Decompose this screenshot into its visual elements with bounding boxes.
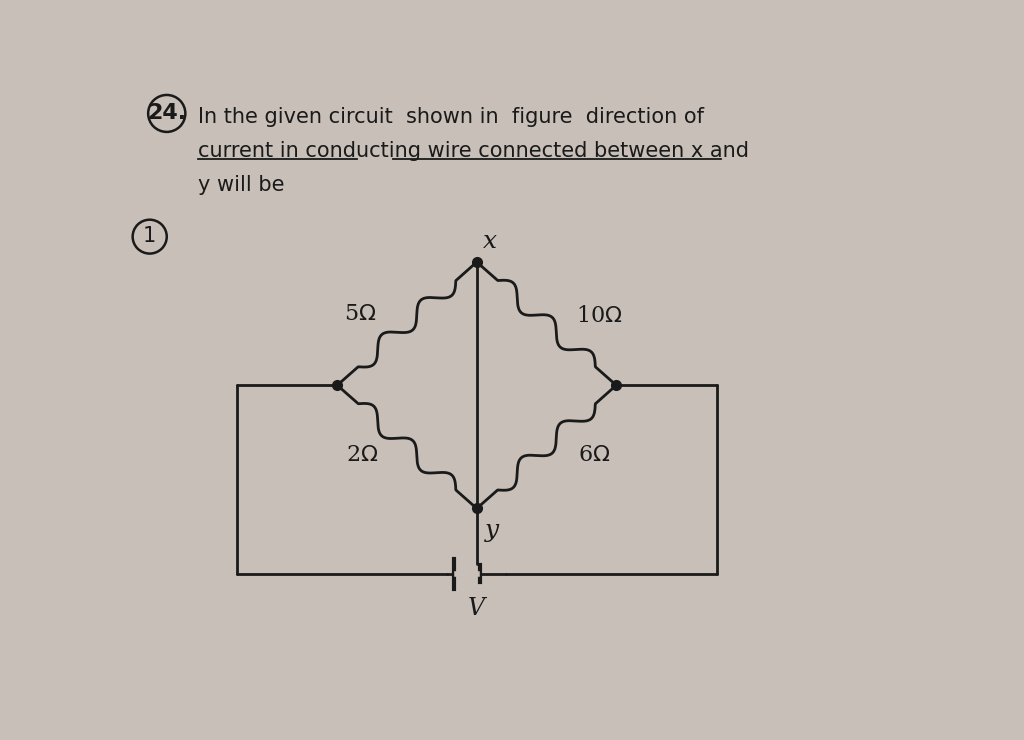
Text: In the given circuit  shown in  figure  direction of: In the given circuit shown in figure dir… <box>198 107 703 127</box>
Text: 24.: 24. <box>147 103 186 123</box>
Text: 1: 1 <box>143 226 157 246</box>
Text: 6$\Omega$: 6$\Omega$ <box>579 443 610 465</box>
Text: y: y <box>484 519 499 542</box>
Text: V: V <box>468 597 485 620</box>
Text: 2$\Omega$: 2$\Omega$ <box>346 443 378 465</box>
Text: 10$\Omega$: 10$\Omega$ <box>575 305 623 327</box>
Text: current in conducting wire connected between x and: current in conducting wire connected bet… <box>198 141 749 161</box>
Text: y will be: y will be <box>198 175 285 195</box>
Text: x: x <box>483 230 497 253</box>
Text: 5$\Omega$: 5$\Omega$ <box>344 303 377 326</box>
